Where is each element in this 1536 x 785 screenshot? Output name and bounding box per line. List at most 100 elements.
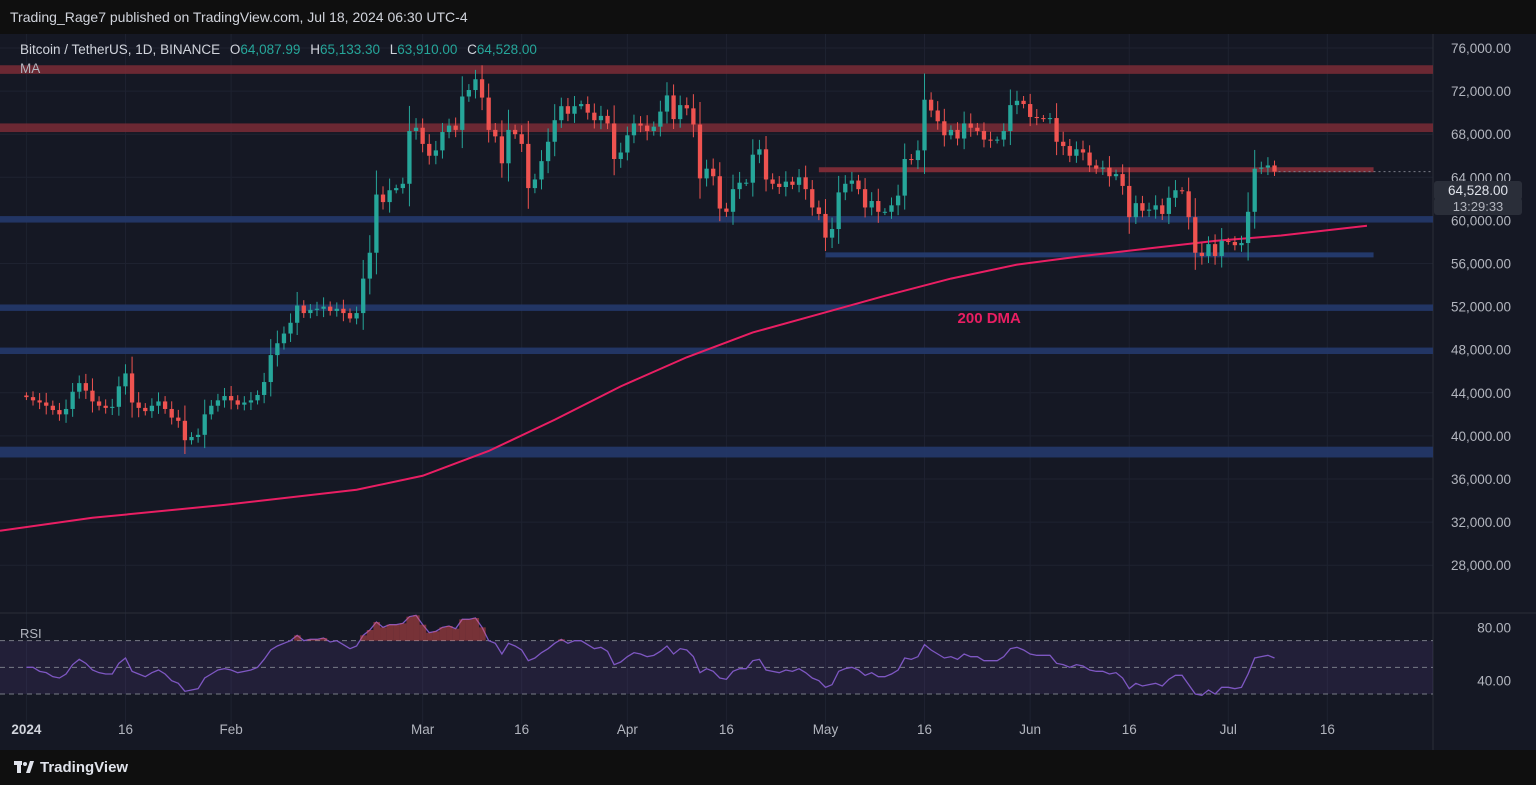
candle-body [909,158,914,161]
candle-body [499,136,505,164]
candle-body [420,127,425,144]
candle-body [1120,174,1125,186]
candle-body [1021,100,1026,105]
candle-body [783,181,788,188]
candle-body [869,201,874,208]
last-price-badge: 64,528.00 [1434,181,1522,200]
time-axis-label: Feb [219,722,242,737]
candlestick-chart[interactable]: 200 DMA76,000.0072,000.0068,000.0064,000… [0,34,1536,750]
candle-body [611,123,617,159]
rsi-line [26,614,1275,697]
candle-body [1094,165,1099,169]
rsi-scale-label: 80.00 [1477,620,1511,635]
rsi-overbought-fill [432,631,440,641]
tradingview-logo-icon [14,760,34,773]
time-axis-label: 16 [917,722,932,737]
indicator-label[interactable]: MA [20,61,41,76]
candle-body [262,382,267,395]
candle-body [592,112,597,121]
support-zone [0,216,1433,223]
support-zone [0,347,1433,355]
footer-brand[interactable]: TradingView [40,759,129,776]
candle-body [143,407,148,412]
candle-body [328,306,333,311]
high-key: H [310,42,320,57]
candle-body [1034,116,1039,119]
candle-body [856,180,861,190]
candle-body [446,125,452,133]
sma-200-annotation: 200 DMA [958,310,1022,327]
candle-body [532,179,538,189]
rsi-overbought-fill [446,626,453,641]
candle-body [50,405,55,411]
symbol-title[interactable]: Bitcoin / TetherUS, 1D, BINANCE [20,42,221,57]
candle-body [1008,105,1013,131]
price-scale-label: 28,000.00 [1451,558,1511,573]
candle-body [1153,205,1158,210]
candle-body [308,309,313,314]
rsi-overbought-fill [479,627,486,641]
rsi-overbought-fill [360,635,367,641]
rsi-overbought-fill [459,619,466,641]
candle-body [209,405,214,415]
candle-body [717,176,722,209]
candle-body [1041,118,1046,120]
candle-body [334,308,339,311]
time-axis-label: 16 [118,722,133,737]
rsi-overbought-fill [366,630,374,641]
candle-body [288,322,293,334]
candle-body [565,106,571,114]
candle-body [1226,240,1231,242]
candle-body [1146,209,1152,211]
candle-body [440,132,445,151]
candle-body [1133,203,1138,218]
candle-body [671,95,676,120]
candle-body [1100,167,1105,169]
candle-body [30,397,36,401]
candle-body [843,183,848,193]
rsi-overbought-fill [558,639,565,641]
price-scale-label: 52,000.00 [1451,300,1511,315]
candle-body [1080,149,1086,153]
time-axis-label: 16 [1320,722,1335,737]
candle-body [1107,167,1112,177]
rsi-pane-label[interactable]: RSI [20,626,42,641]
rsi-overbought-fill [399,623,407,641]
candle-body [763,149,769,180]
open-value: 64,087.99 [240,42,301,57]
low-key: L [389,42,398,57]
candle-body [585,104,590,113]
candle-body [116,386,122,407]
candle-body [1127,185,1132,218]
publish-caption: Trading_Rage7 published on TradingView.c… [0,0,1536,34]
candle-body [321,306,326,309]
rsi-overbought-fill [380,627,387,641]
support-zone [0,304,1433,311]
candle-body [730,189,736,212]
candle-body [427,143,432,156]
candle-body [684,105,689,109]
rsi-overbought-fill [320,638,328,641]
candle-body [948,129,954,136]
candle-body [995,139,1000,141]
price-scale-label: 36,000.00 [1451,472,1511,487]
candle-body [176,417,181,421]
candle-body [770,179,775,184]
candle-body [803,177,808,190]
candle-body [704,168,709,179]
candle-body [922,99,927,151]
candle-body [1113,174,1119,177]
candle-body [189,436,194,441]
high-value: 65,133.30 [319,42,380,57]
candle-body [625,135,630,153]
candle-body [1061,141,1066,147]
candle-body [479,79,485,98]
candle-body [149,405,155,412]
price-scale-label: 40,000.00 [1451,429,1511,444]
candle-body [387,190,392,203]
rsi-overbought-fill [465,619,473,641]
candle-body [1265,165,1271,168]
rsi-overbought-fill [413,615,420,641]
candle-body [1193,217,1198,253]
chart-area[interactable]: 200 DMA 76,000.00 72,000.00 68,000.00 64,000… [0,34,1536,750]
